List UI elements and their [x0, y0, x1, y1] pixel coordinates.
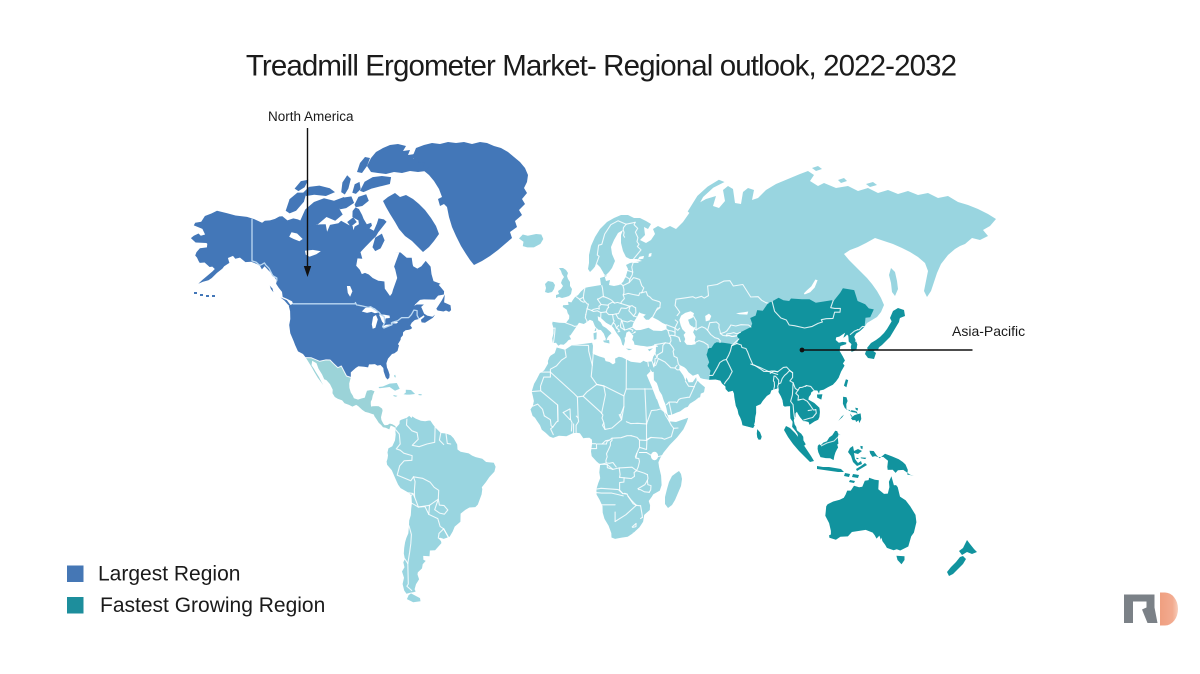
svg-text:North America: North America: [268, 109, 354, 124]
svg-text:Asia-Pacific: Asia-Pacific: [952, 323, 1025, 339]
svg-text:Fastest Growing Region: Fastest Growing Region: [100, 594, 325, 617]
svg-text:Treadmill Ergometer Market- Re: Treadmill Ergometer Market- Regional out…: [246, 50, 956, 83]
svg-text:Largest Region: Largest Region: [98, 563, 240, 586]
